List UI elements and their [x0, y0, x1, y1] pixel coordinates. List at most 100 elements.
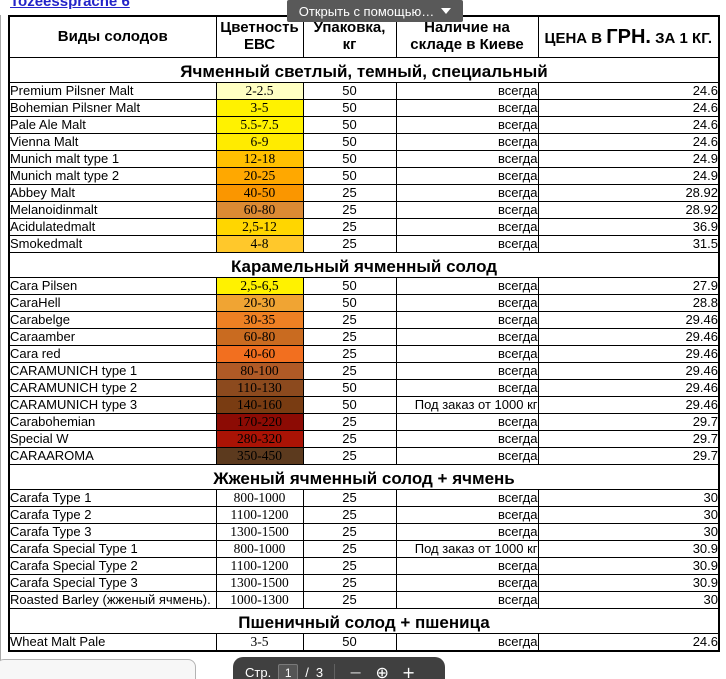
table-row: Munich malt type 1 12-18 50 всегда 24.9 [8, 150, 720, 168]
malt-name: CaraHell [8, 294, 217, 312]
pack-value: 50 [302, 379, 397, 397]
section-title: Пшеничный солод + пшеница [8, 608, 720, 634]
malt-name: CARAMUNICH type 1 [8, 362, 217, 380]
ebc-value: 3-5 [215, 633, 304, 652]
table-row: Cara red 40-60 25 всегда 29.46 [8, 345, 720, 363]
table-row: Munich malt type 2 20-25 50 всегда 24.9 [8, 167, 720, 185]
page-input[interactable]: 1 [278, 664, 299, 679]
section-title: Карамельный ячменный солод [8, 252, 720, 278]
malt-name: Cara red [8, 345, 217, 363]
header-price-pre: ЦЕНА В [544, 29, 607, 47]
link-preview-tooltip [0, 659, 196, 679]
table-header-row: Виды солодов Цветность ЕВС Упаковка, кг … [8, 15, 720, 58]
section-title: Ячменный светлый, темный, специальный [8, 57, 720, 83]
section-title: Жженый ячменный солод + ячмень [8, 464, 720, 490]
table-row: CaraHell 20-30 50 всегда 28.8 [8, 294, 720, 312]
table-row: Special W 280-320 25 всегда 29.7 [8, 430, 720, 448]
pack-value: 50 [302, 294, 397, 312]
malt-name: Vienna Malt [8, 133, 217, 151]
stock-value: всегда [395, 218, 539, 236]
price-value: 24.6 [537, 116, 720, 134]
section-header-row: Карамельный ячменный солод [8, 252, 720, 278]
stock-value: всегда [395, 167, 539, 185]
header-malt-types: Виды солодов [8, 15, 217, 58]
malt-name: Pale Ale Malt [8, 116, 217, 134]
malt-name: Munich malt type 1 [8, 150, 217, 168]
malt-name: Carafa Special Type 1 [8, 540, 217, 558]
malt-name: Carafa Type 2 [8, 506, 217, 524]
table-row: Pale Ale Malt 5.5-7.5 50 всегда 24.6 [8, 116, 720, 134]
pack-value: 50 [302, 116, 397, 134]
header-ebc: Цветность ЕВС [215, 15, 304, 58]
table-row: Carafa Type 2 1100-1200 25 всегда 30 [8, 506, 720, 524]
ebc-value: 3-5 [215, 99, 304, 117]
ebc-value: 800-1000 [215, 489, 304, 507]
pack-value: 50 [302, 396, 397, 414]
price-value: 29.46 [537, 311, 720, 329]
table-row: Carafa Special Type 1 800-1000 25 Под заказ… [8, 540, 720, 558]
stock-value: всегда [395, 447, 539, 465]
ebc-value: 2-2.5 [215, 82, 304, 100]
ebc-value: 1100-1200 [215, 557, 304, 575]
ebc-value: 40-60 [215, 345, 304, 363]
price-value: 30.9 [537, 540, 720, 558]
section-header-row: Жженый ячменный солод + ячмень [8, 464, 720, 490]
table-row: Abbey Malt 40-50 25 всегда 28.92 [8, 184, 720, 202]
header-ebc-line2: ЕВС [243, 36, 276, 53]
ebc-value: 20-30 [215, 294, 304, 312]
pack-value: 25 [302, 574, 397, 592]
zoom-fit-icon[interactable]: ⊕ [372, 664, 391, 679]
window-left-edge [0, 0, 1, 679]
pack-value: 25 [302, 489, 397, 507]
ebc-value: 1300-1500 [215, 523, 304, 541]
ebc-value: 140-160 [215, 396, 304, 414]
ebc-value: 2,5-6,5 [215, 277, 304, 295]
stock-value: всегда [395, 523, 539, 541]
price-value: 24.9 [537, 150, 720, 168]
price-value: 29.46 [537, 328, 720, 346]
table-row: CARAMUNICH type 3 140-160 50 Под заказ от 1… [8, 396, 720, 414]
table-row: Melanoidinmalt 60-80 25 всегда 28.92 [8, 201, 720, 219]
price-value: 30 [537, 591, 720, 609]
price-value: 28.8 [537, 294, 720, 312]
pack-value: 25 [302, 345, 397, 363]
pack-value: 25 [302, 430, 397, 448]
table-row: Carabohemian 170-220 25 всегда 29.7 [8, 413, 720, 431]
malt-name: Carafa Special Type 3 [8, 574, 217, 592]
stock-value: всегда [395, 345, 539, 363]
ebc-value: 350-450 [215, 447, 304, 465]
header-packaging: Упаковка, кг [302, 15, 397, 58]
open-with-button[interactable]: Открыть с помощью… [287, 0, 463, 22]
zoom-in-icon[interactable]: + [399, 664, 418, 679]
header-stock: Наличие на складе в Киеве [395, 15, 539, 58]
pack-value: 50 [302, 633, 397, 652]
stock-value: Под заказ от 1000 кг [395, 540, 539, 558]
table-row: Carafa Special Type 3 1300-1500 25 всегда 30… [8, 574, 720, 592]
header-stock-line2: складе в Киеве [410, 36, 524, 53]
malt-name: CARAAROMA [8, 447, 217, 465]
stock-value: всегда [395, 591, 539, 609]
document-link[interactable]: Tozeessprache 6 [10, 0, 130, 10]
stock-value: всегда [395, 116, 539, 134]
pack-value: 50 [302, 99, 397, 117]
table-row: Smokedmalt 4-8 25 всегда 31.5 [8, 235, 720, 253]
malt-name: CARAMUNICH type 3 [8, 396, 217, 414]
ebc-value: 280-320 [215, 430, 304, 448]
malt-name: CARAMUNICH type 2 [8, 379, 217, 397]
section-header-row: Ячменный светлый, темный, специальный [8, 57, 720, 83]
price-value: 30.9 [537, 574, 720, 592]
stock-value: всегда [395, 633, 539, 652]
price-value: 27.9 [537, 277, 720, 295]
ebc-value: 1100-1200 [215, 506, 304, 524]
pack-value: 25 [302, 447, 397, 465]
page-total: 3 [315, 665, 324, 679]
zoom-out-icon[interactable]: − [346, 664, 365, 679]
table-row: Vienna Malt 6-9 50 всегда 24.6 [8, 133, 720, 151]
stock-value: всегда [395, 362, 539, 380]
section-header-row: Пшеничный солод + пшеница [8, 608, 720, 634]
stock-value: всегда [395, 294, 539, 312]
price-value: 29.7 [537, 413, 720, 431]
pack-value: 50 [302, 277, 397, 295]
ebc-value: 4-8 [215, 235, 304, 253]
table-row: Caraamber 60-80 25 всегда 29.46 [8, 328, 720, 346]
